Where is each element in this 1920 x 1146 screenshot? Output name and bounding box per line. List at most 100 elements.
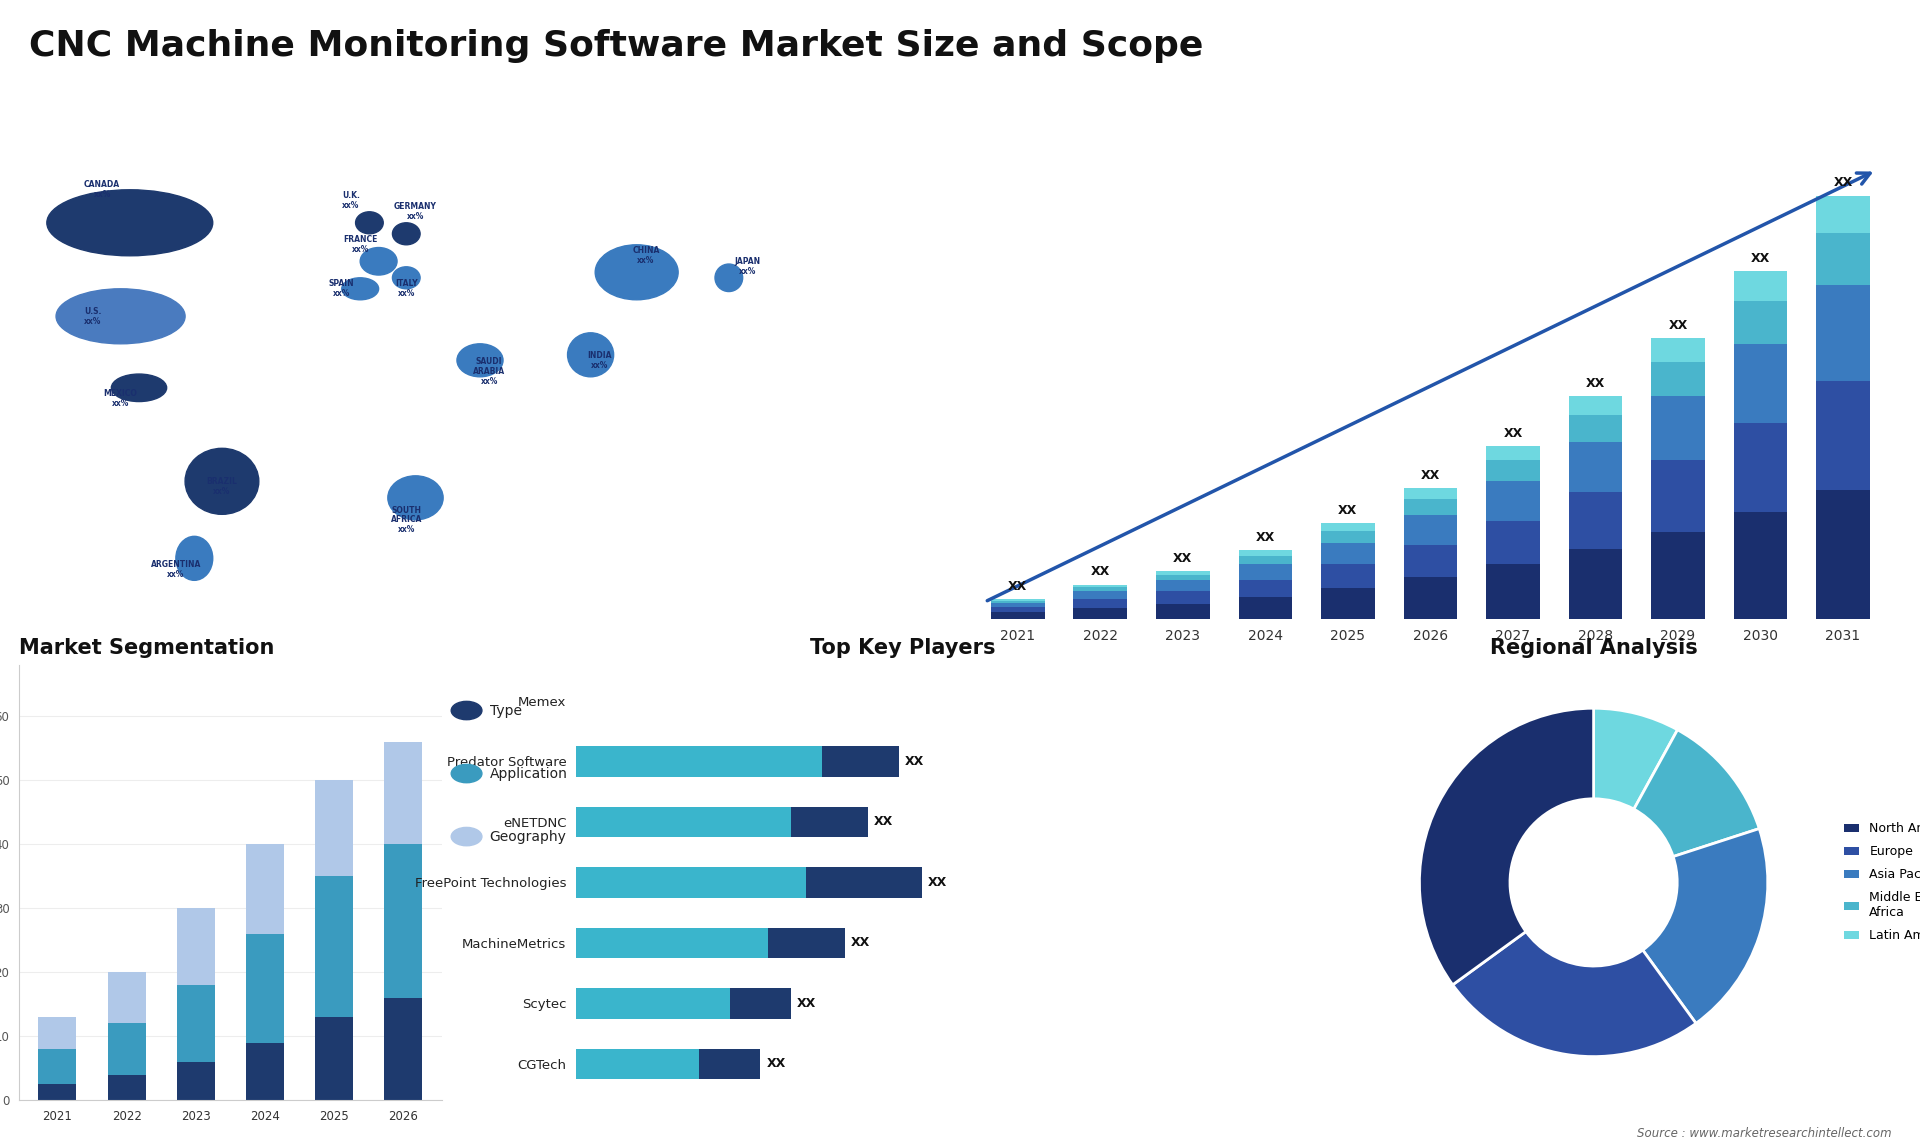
Bar (1073, 584, 1127, 588)
Bar (246, 1043, 284, 1100)
Bar (1156, 575, 1210, 581)
Bar (991, 601, 1044, 603)
Ellipse shape (457, 344, 503, 377)
Ellipse shape (355, 212, 384, 234)
Text: FRANCE
xx%: FRANCE xx% (344, 235, 378, 254)
Text: CHINA
xx%: CHINA xx% (632, 246, 660, 265)
Bar (177, 908, 215, 984)
Text: XX: XX (1421, 469, 1440, 482)
Bar (576, 868, 922, 897)
Bar (1404, 515, 1457, 544)
Ellipse shape (111, 374, 167, 401)
Ellipse shape (392, 222, 420, 245)
Bar (1816, 490, 1870, 619)
Wedge shape (1419, 708, 1594, 984)
Bar (1404, 544, 1457, 578)
Text: ARGENTINA
xx%: ARGENTINA xx% (150, 560, 202, 579)
Text: Type: Type (490, 704, 522, 717)
Text: U.S.
xx%: U.S. xx% (84, 307, 102, 325)
Bar (1486, 461, 1540, 481)
Bar (576, 988, 791, 1019)
Bar (1486, 481, 1540, 520)
Text: XX: XX (766, 1058, 785, 1070)
Bar (991, 603, 1044, 607)
Text: Source : www.marketresearchintellect.com: Source : www.marketresearchintellect.com (1636, 1128, 1891, 1140)
Text: XX: XX (1008, 580, 1027, 592)
Bar (1404, 488, 1457, 500)
Bar (108, 1075, 146, 1100)
Bar (1734, 301, 1788, 344)
Text: XX: XX (797, 997, 816, 1010)
Ellipse shape (177, 536, 213, 580)
Bar (991, 607, 1044, 612)
Text: ITALY
xx%: ITALY xx% (396, 280, 417, 298)
Bar (991, 612, 1044, 619)
Text: SAUDI
ARABIA
xx%: SAUDI ARABIA xx% (472, 358, 505, 385)
Title: Regional Analysis: Regional Analysis (1490, 637, 1697, 658)
Bar (576, 868, 806, 897)
Bar (108, 972, 146, 1023)
Bar (1651, 460, 1705, 532)
Bar (177, 1061, 215, 1100)
Ellipse shape (392, 267, 420, 289)
Bar (1816, 382, 1870, 490)
Wedge shape (1453, 932, 1695, 1057)
Text: XX: XX (1586, 377, 1605, 390)
Text: XX: XX (927, 876, 947, 889)
Text: XX: XX (1668, 319, 1688, 332)
Text: U.K.
xx%: U.K. xx% (342, 191, 359, 210)
Wedge shape (1594, 708, 1678, 809)
Bar (1816, 285, 1870, 382)
Bar (1321, 542, 1375, 564)
Bar (315, 780, 353, 876)
Bar (1651, 362, 1705, 397)
Ellipse shape (342, 277, 378, 300)
Ellipse shape (388, 476, 444, 520)
Text: XX: XX (1256, 531, 1275, 544)
Text: CNC Machine Monitoring Software Market Size and Scope: CNC Machine Monitoring Software Market S… (29, 29, 1204, 63)
Text: XX: XX (904, 755, 924, 768)
Bar (1321, 564, 1375, 588)
Wedge shape (1644, 829, 1768, 1023)
Bar (1404, 578, 1457, 619)
Text: XX: XX (1091, 565, 1110, 579)
Text: MEXICO
xx%: MEXICO xx% (104, 390, 138, 408)
Bar (1734, 272, 1788, 301)
Text: Market Segmentation: Market Segmentation (19, 637, 275, 658)
Bar (1156, 604, 1210, 619)
Bar (1569, 397, 1622, 415)
Bar (1321, 523, 1375, 531)
Text: XX: XX (1173, 551, 1192, 565)
Bar (1569, 493, 1622, 549)
Bar (1569, 549, 1622, 619)
Bar (576, 1049, 760, 1080)
Bar (1651, 532, 1705, 619)
Text: XX: XX (1338, 503, 1357, 517)
Bar (576, 988, 730, 1019)
Bar (177, 984, 215, 1061)
Bar (1734, 344, 1788, 423)
Ellipse shape (56, 289, 184, 344)
Bar (991, 599, 1044, 601)
Text: XX: XX (851, 936, 870, 949)
Text: SPAIN
xx%: SPAIN xx% (328, 280, 355, 298)
Text: INDIA
xx%: INDIA xx% (588, 351, 612, 370)
Bar (315, 876, 353, 1017)
Bar (1238, 580, 1292, 597)
Bar (1321, 531, 1375, 542)
Bar (1156, 571, 1210, 575)
Bar (1238, 550, 1292, 556)
Bar (1816, 233, 1870, 285)
Text: XX: XX (1834, 176, 1853, 189)
Bar (1816, 196, 1870, 233)
Bar (576, 928, 768, 958)
Bar (246, 843, 284, 934)
Bar (1734, 423, 1788, 512)
Ellipse shape (46, 190, 213, 256)
Bar (1651, 397, 1705, 460)
Bar (1734, 512, 1788, 619)
Text: XX: XX (1751, 252, 1770, 265)
Ellipse shape (361, 248, 397, 275)
Title: Top Key Players: Top Key Players (810, 637, 995, 658)
Bar (384, 741, 422, 843)
